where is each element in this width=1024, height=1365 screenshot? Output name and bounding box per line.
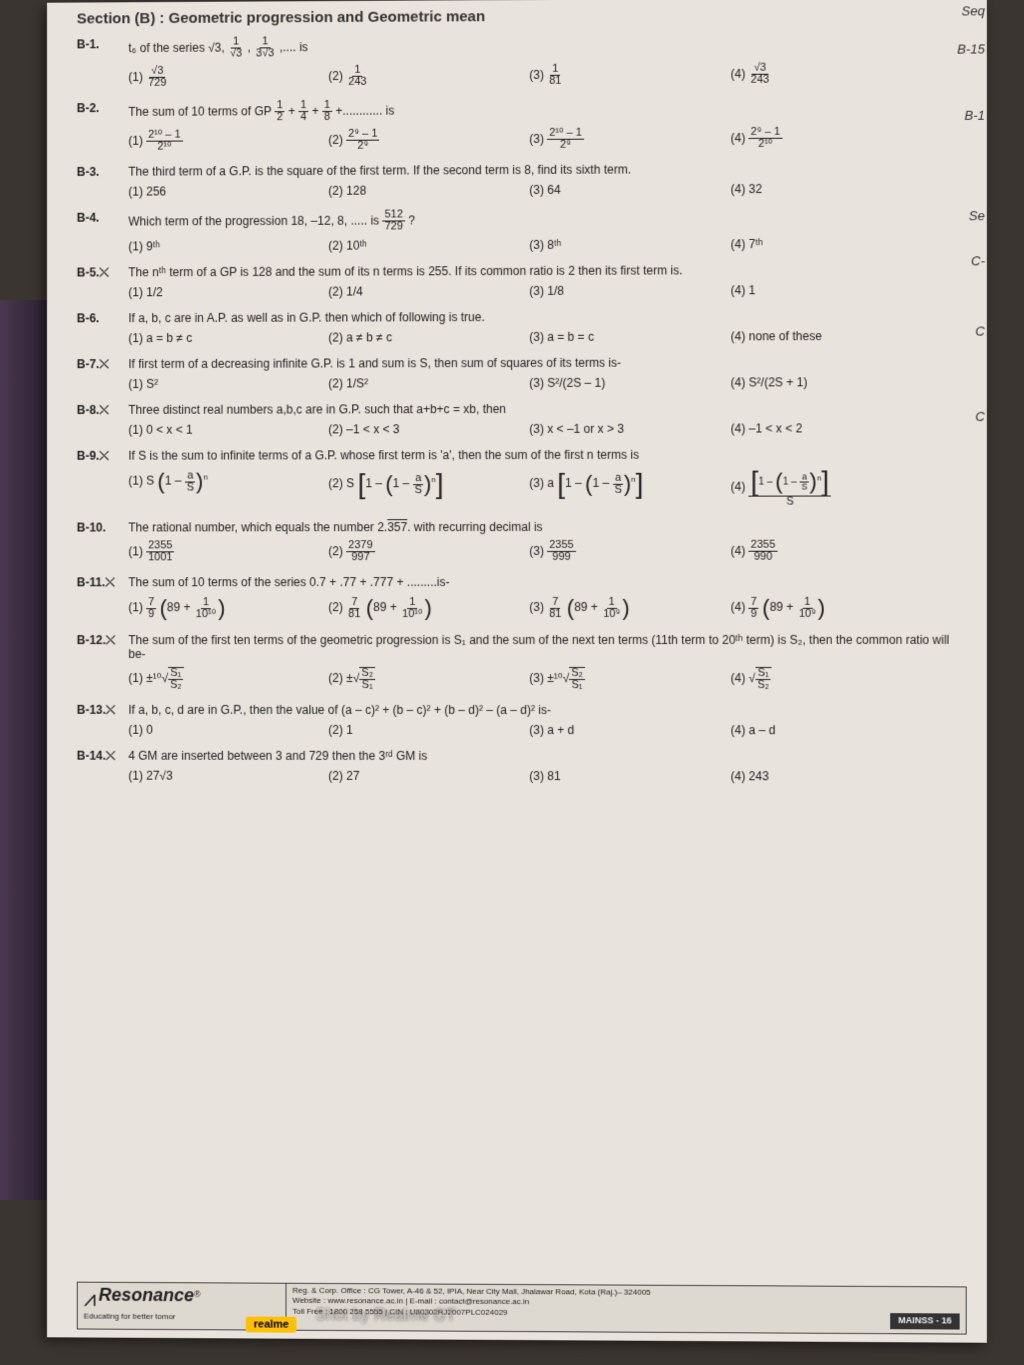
q-num: B-1. [77,37,129,91]
option: (4) 2⁹ – 12¹⁰ [731,124,933,152]
option: (2) 10ᵗʰ [328,236,529,255]
option: (1) ±¹⁰√S₁S₂ [128,665,328,693]
q-num: B-2. [77,101,129,155]
question-b10: B-10. The rational number, which equals … [77,519,967,565]
option: (3) x < –1 or x > 3 [529,420,730,438]
option: (3) S²/(2S – 1) [529,373,730,392]
option: (1) 1/2 [128,283,328,302]
option: (2) 1243 [328,62,529,90]
option: (4) √S₁S₂ [731,665,933,693]
watermark: Shot by Realme GT [315,1307,455,1326]
option: (1) √3729 [128,63,328,91]
option: (3) a = b = c [529,327,730,346]
question-b4: B-4. Which term of the progression 18, –… [77,207,967,255]
option: (4) 79 89 + 110⁹ [731,593,933,623]
option: (1) S² [128,374,328,392]
option: (1) 2¹⁰ – 12¹⁰ [128,127,328,155]
page: Section (B) : Geometric progression and … [47,0,987,1343]
option: (1) 23551001 [128,538,328,565]
question-b12: B-12.⤬ The sum of the first ten terms of… [77,633,967,693]
option: (4) 243 [731,767,933,785]
option: (2) 1 [328,721,529,739]
option: (4) S²/(2S + 1) [731,373,933,392]
section-title: Section (B) : Geometric progression and … [77,5,967,27]
option: (3) ±¹⁰√S₂S₁ [529,665,730,693]
right-margin: Seq B-15 B-1 Se C- C C [957,0,987,1343]
option: (1) S 1 – aSn [128,466,328,510]
option: (1) 0 < x < 1 [128,420,328,438]
option: (3) 181 [529,61,730,89]
q-text: t₆ of the series √3, [128,40,228,55]
option: (3) a + d [529,721,730,739]
option: (1) a = b ≠ c [128,329,328,348]
question-b14: B-14.⤬ 4 GM are inserted between 3 and 7… [77,749,967,786]
question-b3: B-3. The third term of a G.P. is the squ… [77,161,967,201]
option: (2) 1/S² [328,374,529,392]
question-b6: B-6. If a, b, c are in A.P. as well as i… [77,309,967,348]
option: (1) 27√3 [128,767,328,785]
option: (4) none of these [731,327,933,346]
question-b5: B-5.⤬ The nᵗʰ term of a GP is 128 and th… [77,262,967,301]
option: (2) 781 89 + 110¹⁰ [328,593,529,623]
option: (1) 0 [128,721,328,739]
realme-badge: realme [246,1316,297,1332]
question-b7: B-7.⤬ If first term of a decreasing infi… [77,355,967,393]
option: (4) 7ᵗʰ [731,234,933,253]
question-b2: B-2. The sum of 10 terms of GP 12 + 14 +… [77,97,967,155]
option: (1) 79 89 + 110¹⁰ [128,593,328,623]
option: (3) 1/8 [529,281,730,300]
question-b9: B-9.⤬ If S is the sum to infinite terms … [77,447,967,510]
option: (2) S 1 – 1 – aSn [328,466,529,510]
option: (2) 2⁹ – 12⁹ [328,126,529,154]
option: (2) 128 [328,181,529,200]
option: (4) –1 < x < 2 [731,419,933,437]
option: (4) a – d [731,721,933,739]
option: (1) 256 [128,182,328,201]
option: (4) 32 [731,179,933,198]
page-badge: MAINSS - 16 [890,1313,959,1329]
option: (3) a 1 – 1 – aSn [529,466,730,510]
option: (4) √3243 [731,60,933,88]
option: (2) –1 < x < 3 [328,420,529,438]
option: (3) 81 [529,767,730,785]
option: (2) 1/4 [328,282,529,301]
question-b11: B-11.⤬ The sum of 10 terms of the series… [77,575,967,624]
option: (3) 8ᵗʰ [529,235,730,254]
option: (3) 2¹⁰ – 12⁹ [529,125,730,153]
option: (3) 64 [529,180,730,199]
option: (4) 1 – 1 – aSnS [731,465,933,509]
option: (2) a ≠ b ≠ c [328,328,529,347]
option: (2) 27 [328,767,529,785]
option: (3) 2355999 [529,538,730,565]
question-b13: B-13.⤬ If a, b, c, d are in G.P., then t… [77,703,967,739]
option: (4) 1 [731,281,933,300]
option: (2) 2379997 [328,538,529,565]
footer: ⩘ Resonance® Educating for better tomor … [77,1282,967,1335]
option: (3) 781 89 + 110⁹ [529,593,730,623]
question-b8: B-8.⤬ Three distinct real numbers a,b,c … [77,401,967,439]
option: (4) 2355990 [731,538,933,565]
option: (2) ±√S₂S₁ [328,665,529,693]
option: (1) 9ᵗʰ [128,237,328,256]
question-b1: B-1. t₆ of the series √3, 1√3 , 13√3 ,..… [77,32,967,91]
